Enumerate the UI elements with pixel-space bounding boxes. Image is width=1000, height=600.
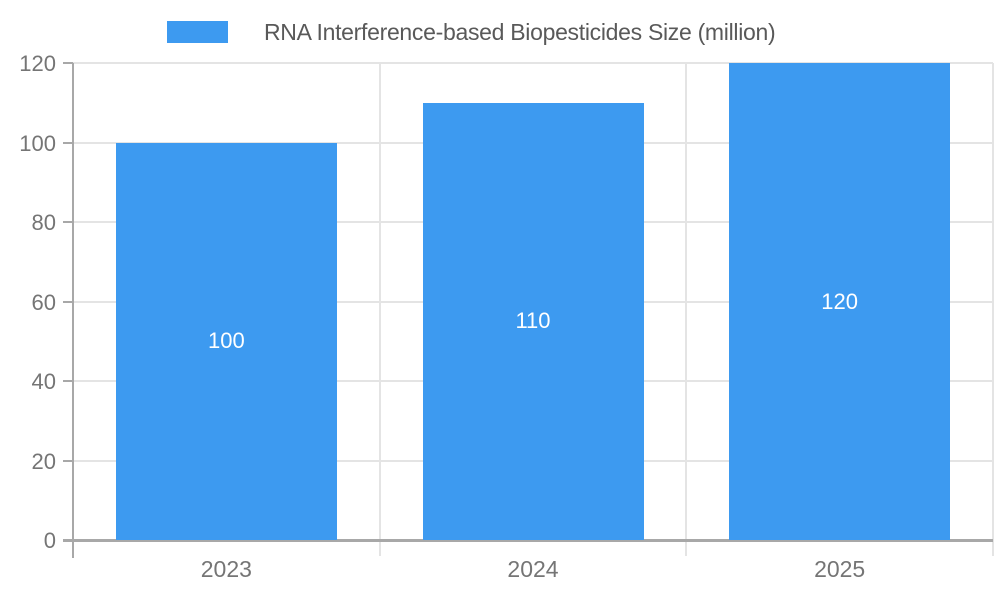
legend-swatch — [167, 21, 228, 43]
bar: 110 — [422, 102, 644, 540]
v-gridline — [378, 63, 381, 556]
y-tick-label: 40 — [31, 369, 56, 394]
bar: 100 — [115, 142, 337, 540]
x-tick-label: 2025 — [814, 556, 866, 582]
bar-value-label: 120 — [821, 288, 859, 314]
y-axis-tick — [63, 221, 73, 223]
y-tick-label: 80 — [31, 210, 56, 235]
y-tick-label: 120 — [19, 51, 56, 76]
x-axis-line — [63, 539, 993, 542]
x-tick-label: 2023 — [200, 556, 252, 582]
y-tick-label: 20 — [31, 448, 56, 474]
bar-value-label: 100 — [207, 328, 245, 354]
y-tick-label: 100 — [19, 130, 56, 156]
y-axis-tick — [63, 300, 73, 303]
y-axis-line — [72, 63, 74, 558]
y-axis-tick — [63, 380, 73, 382]
y-axis-tick — [63, 459, 73, 462]
x-tick-label: 2024 — [507, 556, 559, 582]
bar-value-label: 110 — [515, 308, 551, 334]
v-gridline — [992, 63, 994, 556]
h-gridline — [73, 62, 993, 64]
bar: 120 — [729, 63, 951, 540]
y-tick-label: 0 — [43, 528, 56, 553]
y-axis-tick — [63, 62, 73, 64]
legend-item[interactable]: RNA Interference-based Biopesticides Siz… — [167, 10, 776, 54]
legend-label: RNA Interference-based Biopesticides Siz… — [264, 18, 776, 45]
v-gridline — [685, 63, 688, 556]
y-axis-tick — [63, 141, 73, 144]
y-tick-label: 60 — [31, 289, 56, 315]
